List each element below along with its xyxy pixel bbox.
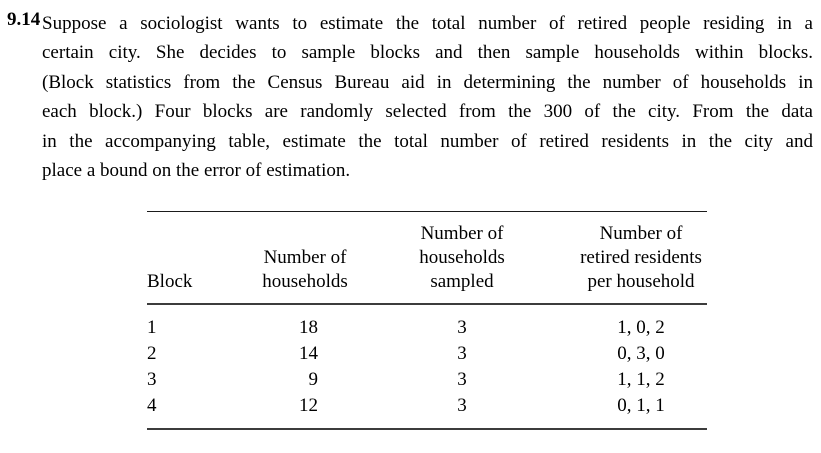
cell-block: 4 <box>147 395 157 416</box>
cell-sampled: 3 <box>457 317 467 338</box>
data-table: Block Number of households Number of hou… <box>147 211 707 430</box>
column-header-block: Block <box>147 212 261 303</box>
cell-retired: 0, 3, 0 <box>617 343 665 364</box>
table-rule-middle <box>147 303 707 305</box>
column-header-sampled: Number of households sampled <box>349 212 575 303</box>
cell-retired: 1, 0, 2 <box>617 317 665 338</box>
cell-households: 12 <box>299 395 318 416</box>
table-body: 1 18 3 1, 0, 2 2 14 3 0, 3, 0 3 9 3 1, 1… <box>147 305 707 428</box>
problem-text: Suppose a sociologist wants to estimate … <box>42 9 813 185</box>
cell-block: 1 <box>147 317 157 338</box>
problem-line: Suppose a sociologist wants to estimate … <box>42 13 813 34</box>
header-line: per household <box>587 271 695 292</box>
cell-retired: 1, 1, 2 <box>617 369 665 390</box>
cell-block: 2 <box>147 343 157 364</box>
header-line: retired residents <box>580 247 702 268</box>
cell-sampled: 3 <box>457 343 467 364</box>
cell-households: 14 <box>299 343 318 364</box>
header-line: Number of <box>263 247 347 268</box>
cell-sampled: 3 <box>457 395 467 416</box>
cell-sampled: 3 <box>457 369 467 390</box>
problem-line: in the accompanying table, estimate the … <box>42 130 813 152</box>
cell-households: 9 <box>308 369 319 390</box>
table-rule-bottom <box>147 428 707 430</box>
cell-retired: 0, 1, 1 <box>617 395 665 416</box>
table-rule-top <box>147 211 707 212</box>
column-header-retired: Number of retired residents per househol… <box>575 212 707 303</box>
problem-line: (Block statistics from the Census Bureau… <box>42 71 813 93</box>
problem-line: place a bound on the error of estimation… <box>42 159 351 181</box>
cell-households: 18 <box>299 317 318 338</box>
header-line: households <box>419 247 505 268</box>
header-line: Block <box>147 271 193 292</box>
header-line: sampled <box>430 271 494 292</box>
header-line: households <box>262 271 348 292</box>
problem-number: 9.14 <box>7 9 41 30</box>
table-header: Block Number of households Number of hou… <box>147 212 707 303</box>
cell-block: 3 <box>147 369 157 390</box>
column-header-households: Number of households <box>261 212 349 303</box>
problem-line: each block.) Four blocks are randomly se… <box>42 101 813 123</box>
header-line: Number of <box>420 223 504 244</box>
problem-line: certain city. She decides to sample bloc… <box>42 42 813 64</box>
header-line: Number of <box>599 223 683 244</box>
